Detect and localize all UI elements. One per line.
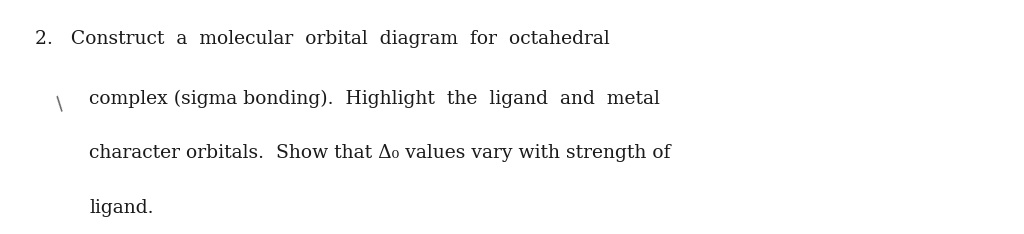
Text: ligand.: ligand. (89, 199, 154, 217)
Text: complex (sigma bonding).  Highlight  the  ligand  and  metal: complex (sigma bonding). Highlight the l… (89, 90, 660, 108)
Text: 2.   Construct  a  molecular  orbital  diagram  for  octahedral: 2. Construct a molecular orbital diagram… (36, 30, 610, 48)
Text: character orbitals.  Show that Δ₀ values vary with strength of: character orbitals. Show that Δ₀ values … (89, 144, 671, 162)
Text: ∕: ∕ (52, 94, 69, 113)
